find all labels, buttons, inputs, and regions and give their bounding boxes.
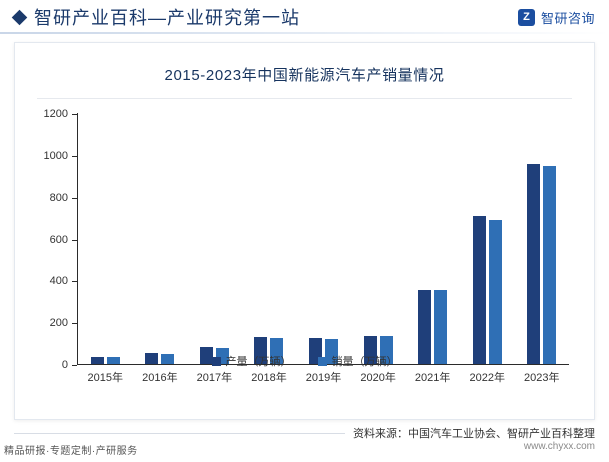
bar-group [187, 113, 242, 364]
source-url: www.chyxx.com [523, 441, 595, 452]
y-tick-label: 600 [49, 233, 68, 246]
source-divider [14, 432, 345, 434]
bar-production [90, 356, 104, 364]
y-tick-label: 1000 [43, 149, 68, 162]
source-label: 资料来源：中国汽车工业协会、智研产业百科整理 [353, 428, 595, 440]
x-tick-label: 2016年 [142, 372, 178, 384]
legend-item[interactable]: 销量（万辆） [317, 353, 398, 369]
x-tick-label: 2018年 [251, 372, 287, 384]
bar-production [418, 289, 432, 364]
header-divider [0, 32, 609, 34]
page-title: 智研产业百科—产业研究第一站 [34, 8, 300, 28]
bar-sales [270, 337, 284, 364]
bar-group [405, 113, 460, 364]
footer-slogan: 精品研报·专题定制·产研服务 [4, 446, 138, 457]
x-tick-label: 2020年 [360, 372, 396, 384]
y-tick-mark [72, 323, 77, 325]
y-tick-mark [72, 365, 77, 366]
y-tick-mark [72, 281, 77, 283]
x-axis-labels: 2015年 2016年 2017年 2018年 2019年 2020年 2021年 2022年… [78, 369, 569, 385]
bar-series-container [78, 113, 569, 364]
legend-swatch [211, 356, 221, 366]
bar-group [242, 113, 297, 364]
bar-sales [106, 357, 120, 364]
logo-text: 智研咨询 [540, 10, 595, 26]
page-header: 智研产业百科—产业研究第一站 Z 智研咨询 [0, 0, 609, 34]
bar-production [199, 347, 213, 364]
x-tick-label: 2017年 [196, 372, 233, 384]
y-axis-line [77, 113, 78, 365]
bar-production [527, 163, 541, 364]
logo-mark-icon: Z [517, 8, 535, 26]
x-tick-label: 2023年 [524, 372, 560, 384]
bar-group [296, 113, 351, 364]
bar-sales [379, 335, 393, 364]
y-tick-mark [72, 197, 77, 199]
x-tick-label: 2015年 [87, 372, 124, 384]
legend-label: 销量（万辆） [331, 356, 398, 368]
y-tick-mark [72, 114, 77, 115]
chart-title: 2015-2023年中国新能源汽车产销量情况 [164, 67, 445, 84]
bar-group [78, 113, 133, 364]
chart-legend: 产量（万辆） 销量（万辆） [15, 353, 594, 369]
bar-sales [161, 353, 175, 364]
y-tick-label: 400 [49, 275, 68, 288]
y-tick-label: 800 [49, 191, 68, 204]
bar-group [460, 113, 515, 364]
bar-production [145, 353, 159, 364]
bar-production [472, 216, 486, 364]
y-tick-label: 0 [61, 359, 68, 371]
y-tick-label: 200 [49, 317, 68, 330]
bar-group [133, 113, 188, 364]
title-divider [37, 98, 572, 99]
y-tick-label: 1200 [43, 108, 68, 120]
y-axis-labels: 0 200 400 600 800 1000 1200 [15, 108, 68, 371]
bar-sales [325, 338, 339, 364]
legend-label: 产量（万辆） [225, 356, 292, 368]
y-tick-mark [72, 239, 77, 241]
bar-sales [434, 290, 448, 364]
source-row: 资料来源：中国汽车工业协会、智研产业百科整理 [14, 425, 595, 441]
legend-swatch [317, 356, 327, 366]
bar-sales [488, 220, 502, 364]
diamond-icon [11, 9, 28, 25]
bar-production [254, 337, 268, 364]
x-tick-label: 2022年 [469, 372, 505, 384]
chart-card: 2015-2023年中国新能源汽车产销量情况 0 200 400 600 800 1000… [14, 42, 595, 420]
legend-item[interactable]: 产量（万辆） [211, 353, 292, 369]
plot-frame [72, 113, 569, 366]
x-tick-label: 2021年 [414, 372, 451, 384]
bar-group [351, 113, 406, 364]
bar-sales [543, 165, 557, 364]
bar-group [515, 113, 570, 364]
x-tick-label: 2019年 [305, 372, 342, 384]
brand-logo: Z 智研咨询 [517, 8, 595, 27]
bar-production [363, 335, 377, 364]
y-tick-mark [72, 155, 77, 157]
chart-plot-area: 0 200 400 600 800 1000 1200 2015年 2016年 2017年 201… [15, 99, 594, 389]
